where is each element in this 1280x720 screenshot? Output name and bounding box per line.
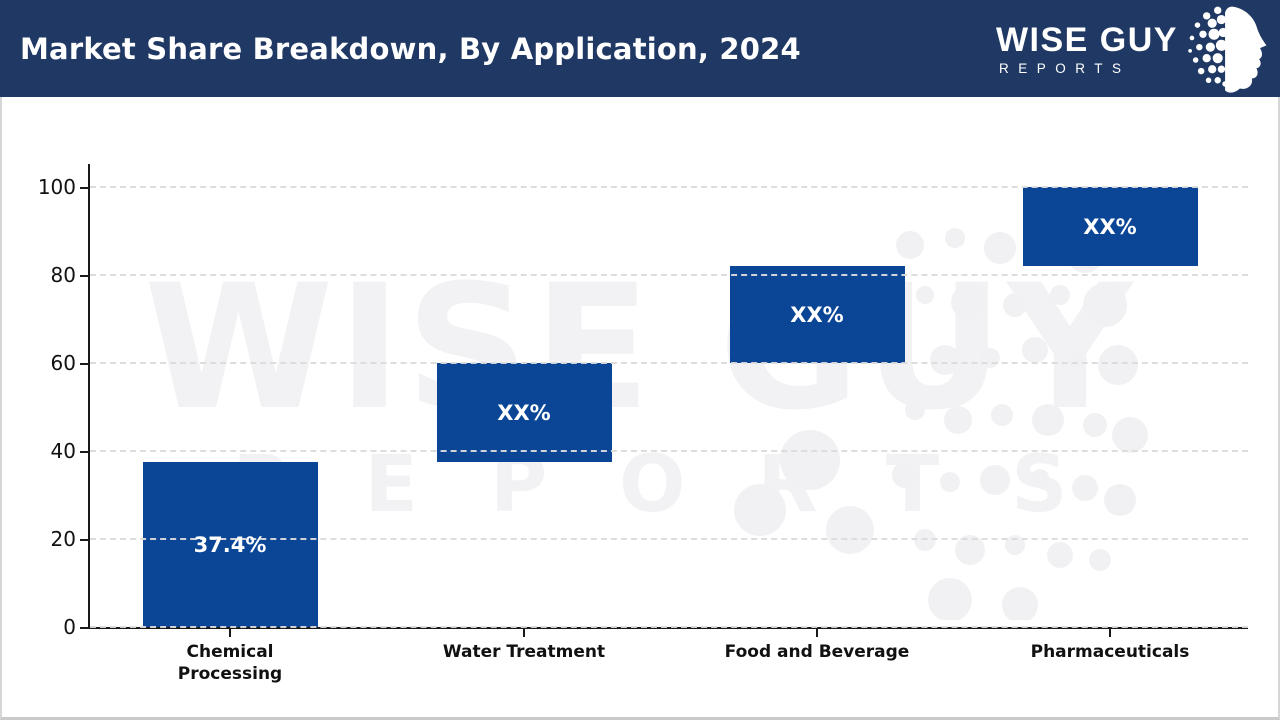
header-bar: Market Share Breakdown, By Application, …	[0, 0, 1280, 97]
x-tick-label: Water Treatment	[442, 642, 606, 662]
logo-name-text: WISE GUY	[995, 20, 1178, 59]
y-tick-label: 20	[50, 527, 76, 551]
gridline	[90, 538, 1248, 540]
gridline	[90, 626, 1248, 628]
gridline	[90, 186, 1248, 188]
x-tick-mark	[1109, 629, 1111, 637]
y-tick-mark	[80, 627, 88, 629]
bar-label: XX%	[1083, 214, 1137, 239]
y-axis-line	[88, 164, 90, 629]
gridline	[90, 362, 1248, 364]
y-tick-label: 0	[63, 615, 76, 639]
logo-face-icon	[1188, 6, 1267, 93]
y-tick-mark	[80, 363, 88, 365]
bar	[729, 266, 905, 363]
watermark-reports: REPORTS	[232, 440, 1140, 530]
y-tick-mark	[80, 187, 88, 189]
y-tick-mark	[80, 275, 88, 277]
logo-reports-text: REPORTS	[998, 60, 1131, 76]
x-tick-mark	[523, 629, 525, 637]
gridline	[90, 274, 1248, 276]
y-tick-label: 80	[50, 263, 76, 287]
y-tick-label: 40	[50, 439, 76, 463]
x-tick-label: Food and Beverage	[724, 642, 910, 662]
x-tick-label: Chemical	[186, 642, 274, 662]
bar-label: XX%	[790, 302, 844, 327]
x-tick-mark	[816, 629, 818, 637]
y-tick-mark	[80, 539, 88, 541]
bar-label: 37.4%	[193, 532, 267, 557]
gridline	[90, 450, 1248, 452]
logo-wordmark: WISE GUY REPORTS	[996, 23, 1178, 76]
x-axis-line	[88, 627, 1248, 629]
y-tick-label: 100	[37, 175, 76, 199]
x-tick-mark	[229, 629, 231, 637]
x-tick-label: Pharmaceuticals	[1030, 642, 1190, 662]
wiseguy-logo: WISE GUY REPORTS	[996, 4, 1272, 94]
bar	[436, 363, 612, 463]
y-tick-label: 60	[50, 351, 76, 375]
y-tick-mark	[80, 451, 88, 453]
x-tick-label: Processing	[177, 664, 283, 684]
bar-label: XX%	[497, 400, 551, 425]
bar	[142, 462, 318, 627]
page-title: Market Share Breakdown, By Application, …	[20, 31, 801, 66]
bar	[1022, 187, 1198, 267]
